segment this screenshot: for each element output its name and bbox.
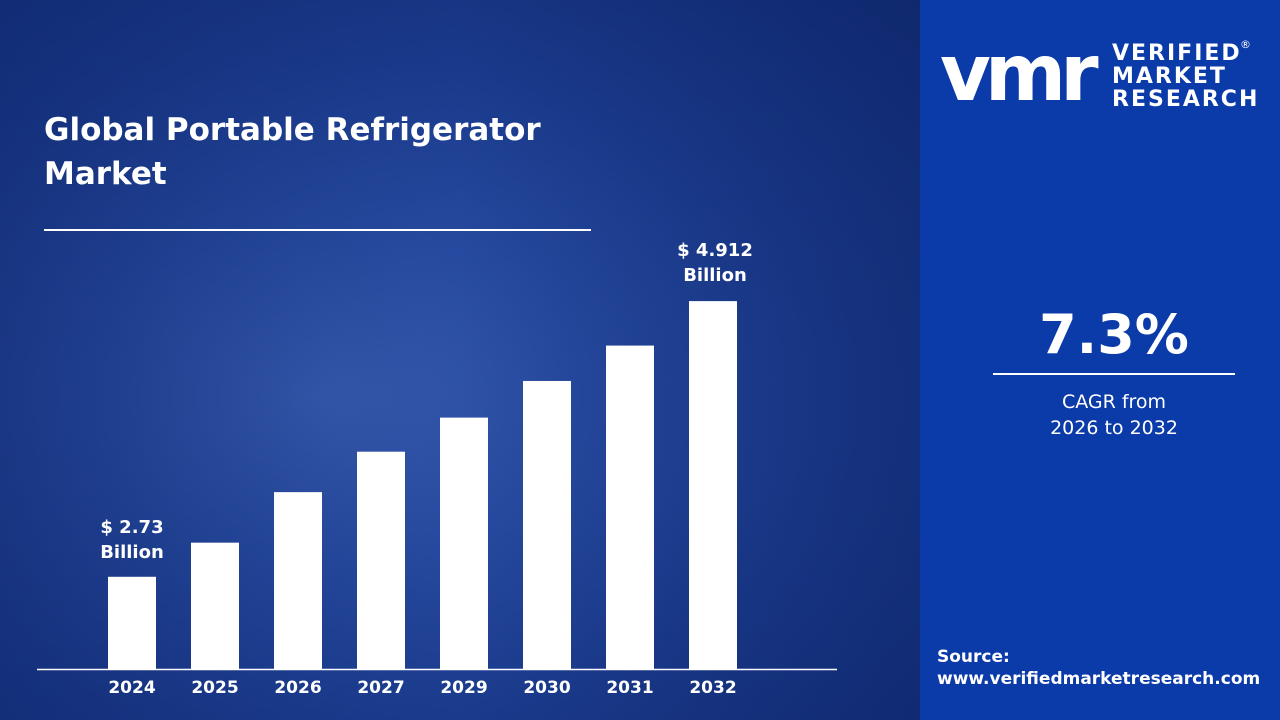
bar-2032 — [689, 301, 737, 669]
bar-2029 — [440, 417, 488, 669]
source: Source: www.verifiedmarketresearch.com — [937, 646, 1260, 690]
x-tick-label: 2031 — [606, 678, 653, 698]
chart-title: Global Portable Refrigerator Market — [44, 112, 541, 192]
bar-2024 — [108, 576, 156, 669]
logo-wordmark: VERIFIED MARKET RESEARCH — [1112, 42, 1272, 111]
logo-word: VERIFIED — [1112, 41, 1242, 66]
annotation-value: $ 4.912 — [677, 240, 753, 261]
bar-2026 — [274, 492, 322, 669]
annotation-2032: $ 4.912 Billion — [665, 238, 765, 288]
source-label: Source: — [937, 647, 1010, 667]
cagr-divider — [993, 373, 1235, 375]
cagr-label-line1: CAGR from — [1061, 391, 1167, 413]
annotation-value: $ 2.73 — [100, 517, 164, 538]
x-tick-label: 2025 — [191, 678, 238, 698]
x-tick-label: 2024 — [108, 678, 155, 698]
source-url[interactable]: www.verifiedmarketresearch.com — [937, 669, 1261, 689]
cagr-label-line2: 2026 to 2032 — [1050, 417, 1178, 439]
x-tick-label: 2029 — [440, 678, 487, 698]
title-divider — [44, 229, 591, 231]
logo-word: MARKET — [1112, 64, 1227, 89]
bar-2031 — [606, 345, 654, 669]
bar-2025 — [191, 542, 239, 669]
annotation-unit: Billion — [683, 265, 747, 286]
registered-mark: ® — [1240, 38, 1251, 51]
logo-mark: vmr — [940, 29, 1099, 119]
x-tick-label: 2032 — [689, 678, 736, 698]
x-tick-label: 2026 — [274, 678, 321, 698]
bar-chart: 2024 2025 2026 2027 2029 2030 2031 2032 — [37, 301, 837, 698]
x-tick-label: 2030 — [523, 678, 570, 698]
bar-2030 — [523, 380, 571, 669]
side-panel — [920, 0, 1280, 720]
cagr-block: 7.3% CAGR from 2026 to 2032 — [993, 300, 1235, 441]
logo-word: RESEARCH — [1112, 87, 1260, 112]
annotation-unit: Billion — [100, 542, 164, 563]
bar-2027 — [357, 451, 405, 669]
annotation-2024: $ 2.73 Billion — [92, 515, 172, 565]
cagr-label: CAGR from 2026 to 2032 — [993, 389, 1235, 441]
x-tick-label: 2027 — [357, 678, 404, 698]
cagr-value: 7.3% — [1039, 303, 1189, 366]
